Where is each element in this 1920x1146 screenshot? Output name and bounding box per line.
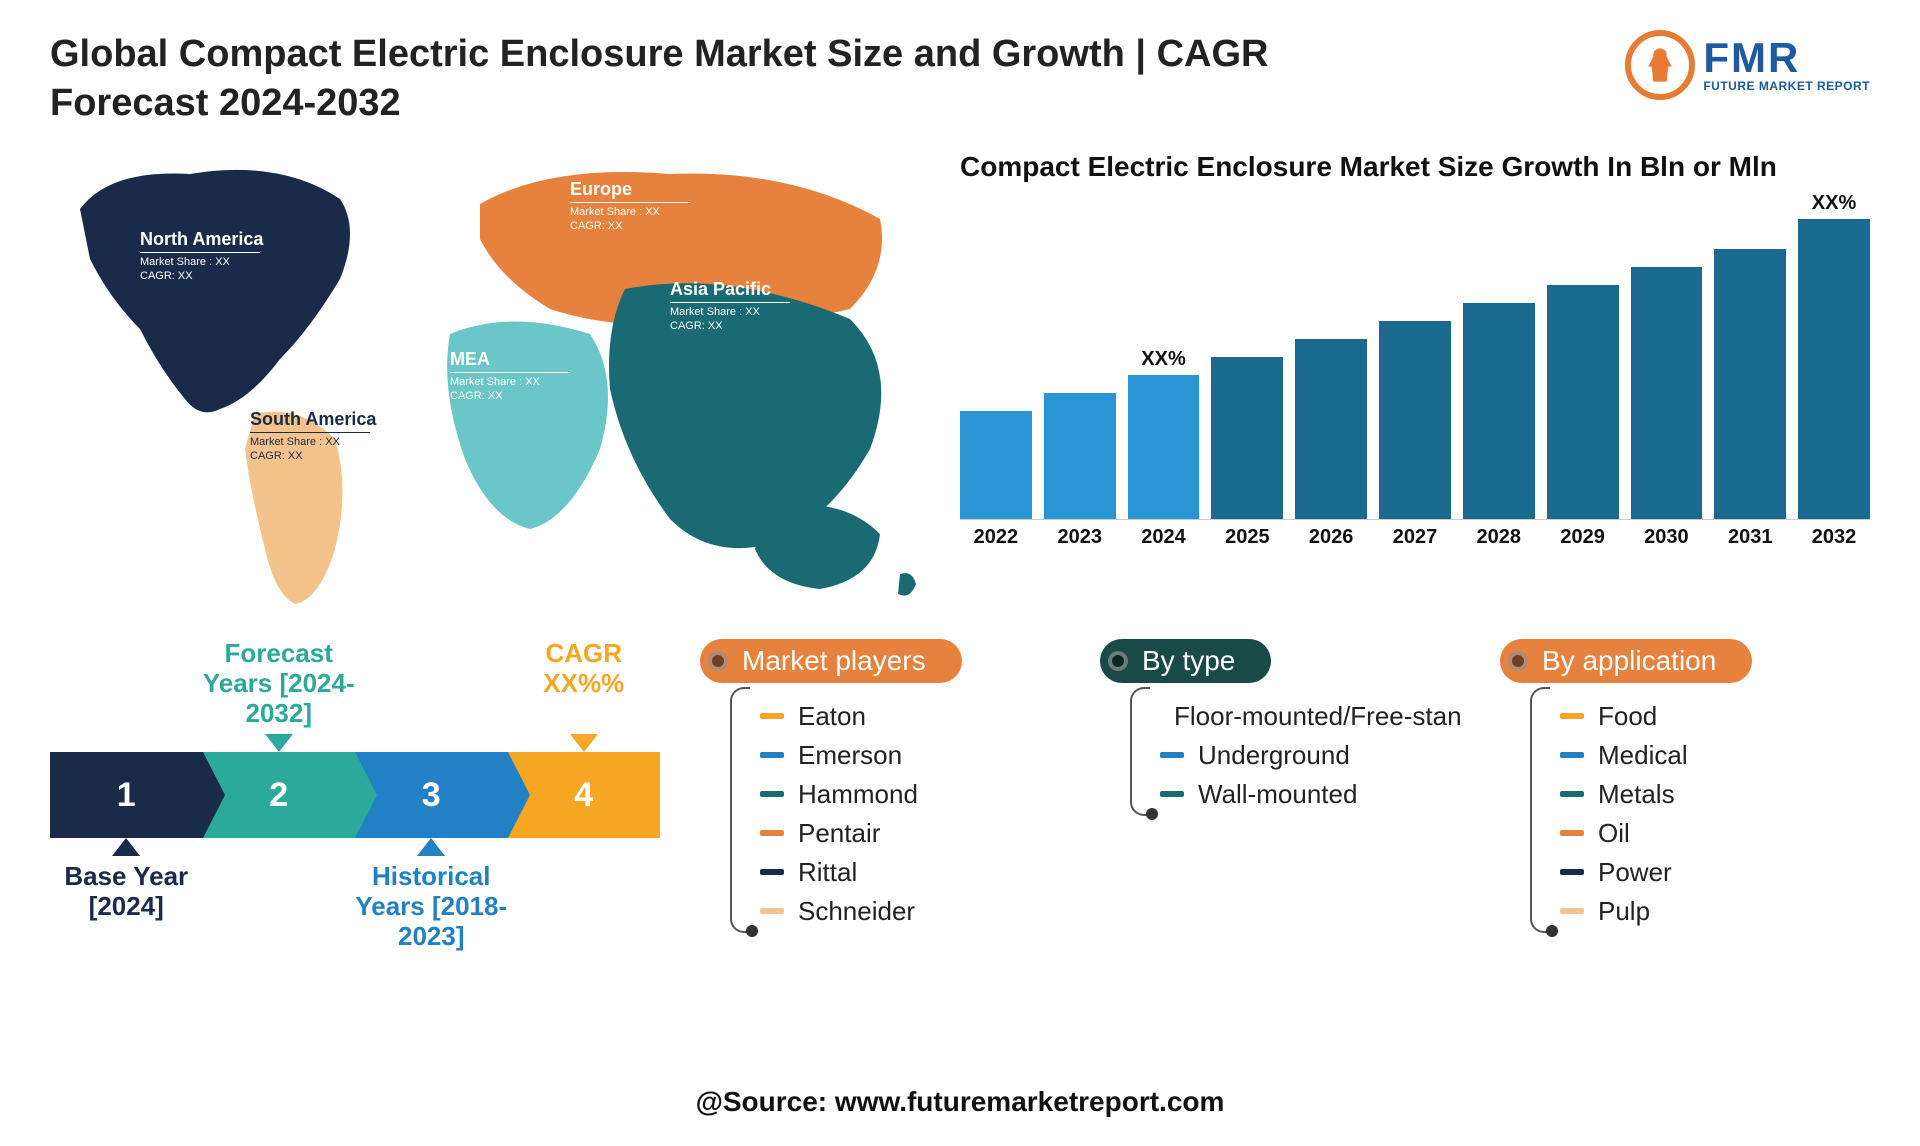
bar-2026 (1295, 339, 1367, 519)
bullet-icon (1108, 651, 1128, 671)
category-header: By application (1500, 639, 1752, 683)
timeline-seg-3: 3 (355, 752, 508, 838)
pointer-up-icon (417, 838, 445, 856)
bar-2023 (1044, 393, 1116, 519)
timeline: Forecast Years [2024-2032] CAGR XX%% 123… (50, 639, 660, 952)
category-header: Market players (700, 639, 962, 683)
list-item: Pulp (1560, 892, 1860, 931)
pointer-up-icon (112, 838, 140, 856)
logo-abbr: FMR (1703, 37, 1870, 79)
bullet-icon (1508, 651, 1528, 671)
list-item: Hammond (760, 775, 1060, 814)
bar-2028 (1463, 303, 1535, 519)
source-line: @Source: www.futuremarketreport.com (0, 1086, 1920, 1118)
list-item: Oil (1560, 814, 1860, 853)
base-year-label: Base Year [2024] (50, 862, 203, 952)
list-item: Pentair (760, 814, 1060, 853)
timeline-seg-1: 1 (50, 752, 203, 838)
category-1: By type Floor-mounted/Free-standingUnderg… (1100, 639, 1470, 952)
telescope-icon (1625, 30, 1695, 100)
region-sa: South AmericaMarket Share : XXCAGR: XX (250, 409, 376, 464)
forecast-years-label: Forecast Years [2024-2032] (203, 639, 356, 729)
timeline-seg-2: 2 (203, 752, 356, 838)
bar-2024: XX% (1128, 348, 1200, 519)
bar-2022 (960, 411, 1032, 519)
cagr-label: CAGR XX%% (508, 639, 661, 729)
list-item: Metals (1560, 775, 1860, 814)
growth-bar-chart: Compact Electric Enclosure Market Size G… (960, 149, 1870, 609)
region-mea: MEAMarket Share : XXCAGR: XX (450, 349, 570, 404)
bar-2030 (1631, 267, 1703, 519)
bar-2029 (1547, 285, 1619, 519)
pointer-down-icon (570, 734, 598, 752)
region-apac: Asia PacificMarket Share : XXCAGR: XX (670, 279, 790, 334)
logo-subtitle: FUTURE MARKET REPORT (1703, 79, 1870, 93)
bar-2025 (1211, 357, 1283, 519)
list-item: Rittal (760, 853, 1060, 892)
list-item: Eaton (760, 697, 1060, 736)
list-item: Wall-mounted (1160, 775, 1460, 814)
list-item: Floor-mounted/Free-standing (1160, 697, 1460, 736)
page-title: Global Compact Electric Enclosure Market… (50, 30, 1350, 129)
region-eu: EuropeMarket Share : XXCAGR: XX (570, 179, 690, 234)
list-item: Food (1560, 697, 1860, 736)
chart-title: Compact Electric Enclosure Market Size G… (960, 149, 1870, 184)
fmr-logo: FMR FUTURE MARKET REPORT (1625, 30, 1870, 100)
bar-2027 (1379, 321, 1451, 519)
list-item: Underground (1160, 736, 1460, 775)
pointer-down-icon (265, 734, 293, 752)
category-header: By type (1100, 639, 1271, 683)
list-item: Emerson (760, 736, 1060, 775)
world-map: North AmericaMarket Share : XXCAGR: XX So… (50, 149, 930, 609)
list-item: Power (1560, 853, 1860, 892)
category-0: Market players EatonEmersonHammondPentair… (700, 639, 1070, 952)
list-item: Schneider (760, 892, 1060, 931)
bullet-icon (708, 651, 728, 671)
timeline-seg-4: 4 (508, 752, 661, 838)
category-2: By application FoodMedicalMetalsOilPowerP… (1500, 639, 1870, 952)
bar-2031 (1714, 249, 1786, 519)
bar-2032: XX% (1798, 192, 1870, 519)
region-na: North AmericaMarket Share : XXCAGR: XX (140, 229, 263, 284)
list-item: Medical (1560, 736, 1860, 775)
historical-years-label: Historical Years [2018-2023] (355, 862, 508, 952)
